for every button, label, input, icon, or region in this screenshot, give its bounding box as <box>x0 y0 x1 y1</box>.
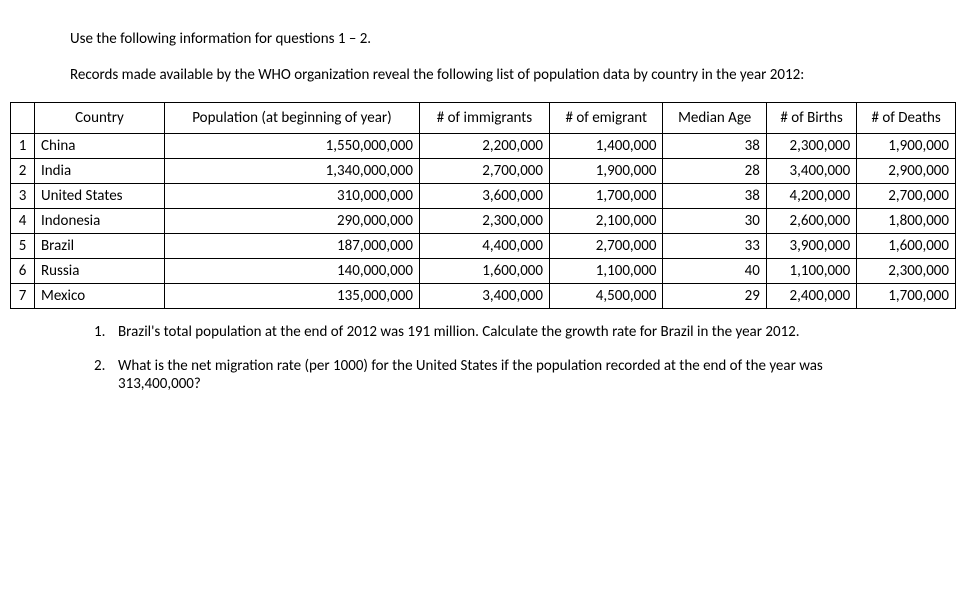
cell-deaths: 2,300,000 <box>857 259 956 284</box>
question-2-number: 2. <box>94 357 118 393</box>
cell-births: 2,600,000 <box>766 209 856 234</box>
header-row: Country Population (at beginning of year… <box>11 103 956 134</box>
table-body: 1China1,550,000,0002,200,0001,400,000382… <box>11 134 956 309</box>
cell-population: 140,000,000 <box>165 259 420 284</box>
cell-immigrants: 2,700,000 <box>419 159 549 184</box>
header-deaths: # of Deaths <box>857 103 956 134</box>
table-row: 7Mexico135,000,0003,400,0004,500,000292,… <box>11 284 956 309</box>
cell-emigrant: 1,100,000 <box>550 259 663 284</box>
cell-emigrant: 4,500,000 <box>550 284 663 309</box>
table-row: 6Russia140,000,0001,600,0001,100,000401,… <box>11 259 956 284</box>
cell-country: Indonesia <box>35 209 165 234</box>
intro-line-2: Records made available by the WHO organi… <box>10 66 956 84</box>
cell-median-age: 29 <box>663 284 766 309</box>
intro-block: Use the following information for questi… <box>10 30 956 84</box>
table-row: 2India1,340,000,0002,700,0001,900,000283… <box>11 159 956 184</box>
header-country: Country <box>35 103 165 134</box>
cell-population: 135,000,000 <box>165 284 420 309</box>
header-births: # of Births <box>766 103 856 134</box>
header-emigrant: # of emigrant <box>550 103 663 134</box>
intro-line-1: Use the following information for questi… <box>10 30 956 48</box>
cell-deaths: 2,900,000 <box>857 159 956 184</box>
cell-median-age: 33 <box>663 234 766 259</box>
cell-births: 3,400,000 <box>766 159 856 184</box>
cell-immigrants: 3,400,000 <box>419 284 549 309</box>
cell-deaths: 1,800,000 <box>857 209 956 234</box>
cell-immigrants: 3,600,000 <box>419 184 549 209</box>
header-immigrants: # of immigrants <box>419 103 549 134</box>
question-2-text: What is the net migration rate (per 1000… <box>118 357 886 393</box>
cell-population: 1,550,000,000 <box>165 134 420 159</box>
cell-emigrant: 2,700,000 <box>550 234 663 259</box>
cell-emigrant: 1,900,000 <box>550 159 663 184</box>
cell-population: 187,000,000 <box>165 234 420 259</box>
question-1-number: 1. <box>94 323 118 341</box>
cell-emigrant: 1,400,000 <box>550 134 663 159</box>
cell-rownum: 2 <box>11 159 35 184</box>
questions-block: 1. Brazil's total population at the end … <box>10 323 956 393</box>
cell-rownum: 7 <box>11 284 35 309</box>
table-row: 4Indonesia290,000,0002,300,0002,100,0003… <box>11 209 956 234</box>
cell-births: 4,200,000 <box>766 184 856 209</box>
question-1-text: Brazil's total population at the end of … <box>118 323 886 341</box>
cell-immigrants: 2,200,000 <box>419 134 549 159</box>
cell-country: United States <box>35 184 165 209</box>
cell-rownum: 4 <box>11 209 35 234</box>
cell-rownum: 1 <box>11 134 35 159</box>
question-1: 1. Brazil's total population at the end … <box>94 323 886 341</box>
cell-immigrants: 4,400,000 <box>419 234 549 259</box>
header-population: Population (at beginning of year) <box>165 103 420 134</box>
cell-rownum: 6 <box>11 259 35 284</box>
cell-births: 3,900,000 <box>766 234 856 259</box>
cell-immigrants: 1,600,000 <box>419 259 549 284</box>
cell-immigrants: 2,300,000 <box>419 209 549 234</box>
cell-population: 1,340,000,000 <box>165 159 420 184</box>
cell-country: Russia <box>35 259 165 284</box>
table-row: 5Brazil187,000,0004,400,0002,700,000333,… <box>11 234 956 259</box>
cell-population: 290,000,000 <box>165 209 420 234</box>
cell-country: Mexico <box>35 284 165 309</box>
cell-country: China <box>35 134 165 159</box>
table-row: 1China1,550,000,0002,200,0001,400,000382… <box>11 134 956 159</box>
cell-deaths: 1,900,000 <box>857 134 956 159</box>
cell-median-age: 40 <box>663 259 766 284</box>
cell-rownum: 5 <box>11 234 35 259</box>
table-row: 3United States310,000,0003,600,0001,700,… <box>11 184 956 209</box>
population-table: Country Population (at beginning of year… <box>10 102 956 309</box>
cell-deaths: 1,700,000 <box>857 284 956 309</box>
cell-country: Brazil <box>35 234 165 259</box>
cell-deaths: 1,600,000 <box>857 234 956 259</box>
cell-country: India <box>35 159 165 184</box>
cell-median-age: 30 <box>663 209 766 234</box>
cell-median-age: 28 <box>663 159 766 184</box>
header-blank <box>11 103 35 134</box>
cell-births: 2,400,000 <box>766 284 856 309</box>
cell-emigrant: 1,700,000 <box>550 184 663 209</box>
cell-rownum: 3 <box>11 184 35 209</box>
cell-median-age: 38 <box>663 134 766 159</box>
cell-deaths: 2,700,000 <box>857 184 956 209</box>
cell-births: 1,100,000 <box>766 259 856 284</box>
cell-median-age: 38 <box>663 184 766 209</box>
question-2: 2. What is the net migration rate (per 1… <box>94 357 886 393</box>
cell-population: 310,000,000 <box>165 184 420 209</box>
header-median-age: Median Age <box>663 103 766 134</box>
cell-births: 2,300,000 <box>766 134 856 159</box>
cell-emigrant: 2,100,000 <box>550 209 663 234</box>
